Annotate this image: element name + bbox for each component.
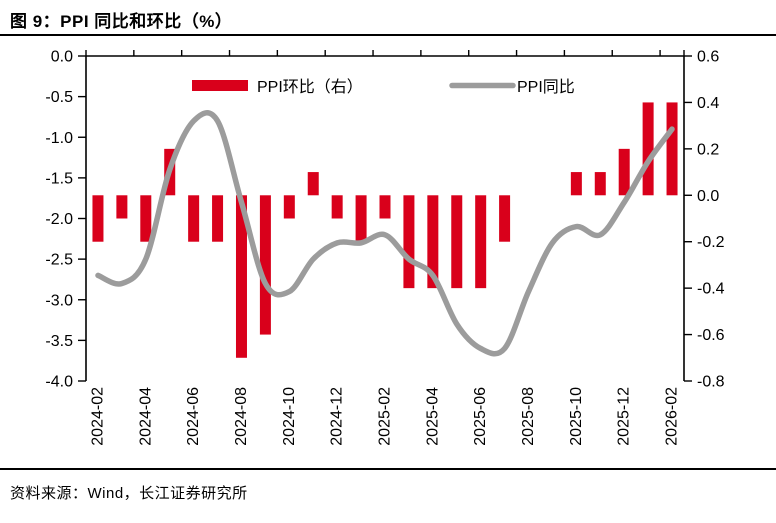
bar-2026-01 [642,102,654,196]
x-axis-tick-label: 2026-02 [664,387,681,446]
bar-2024-09 [259,195,271,335]
x-axis-tick-label: 2024-02 [89,387,106,446]
right-axis-tick-label: -0.8 [697,374,725,391]
bar-2025-03 [403,195,415,289]
x-axis-tick-label: 2025-12 [616,387,633,446]
figure-title: 图 9：PPI 同比和环比（%） [10,12,233,31]
right-axis-tick-label: 0.0 [697,188,719,205]
bar-2024-07 [212,195,224,242]
bar-2025-06 [475,195,487,289]
left-axis-tick-label: -4.0 [45,374,73,391]
ppi-combo-chart: 0.0 -0.5 -1.0 -1.5 -2.0 -2.5 -3.0 -3.5 -4.0 0.6 0.… [45,49,725,446]
left-axis-tick-label: -1.0 [45,130,73,147]
right-axis-tick-label: -0.6 [697,327,725,344]
right-axis-tick-label: 0.4 [697,95,719,112]
left-axis-tick-label: -2.0 [45,211,73,228]
right-axis-tick-label: 0.2 [697,141,719,158]
legend-swatch-bar [192,80,248,91]
left-axis-tick-label: -3.0 [45,292,73,309]
right-axis-tick-label: 0.6 [697,49,719,66]
x-axis-tick-label: 2024-10 [281,387,298,446]
x-axis-tick-label: 2024-08 [233,387,250,446]
legend-label-yoy: PPI同比 [517,78,575,96]
bar-2024-06 [188,195,200,242]
x-axis-tick-label: 2025-08 [520,387,537,446]
bar-2025-01 [355,195,367,242]
x-axis-tick-label: 2025-02 [377,387,394,446]
ppi-yoy-line [95,110,675,357]
bar-2024-03 [116,195,128,219]
chart-area: 0.0 -0.5 -1.0 -1.5 -2.0 -2.5 -3.0 -3.5 -4.0 0.6 0.… [0,40,776,468]
bar-2024-08 [235,195,247,358]
bar-2024-10 [283,195,295,219]
title-rule [0,34,776,36]
left-axis-tick-label: -3.5 [45,333,73,350]
x-axis-tick-label: 2025-04 [424,387,441,446]
bar-2025-04 [427,195,439,289]
bar-2025-12 [618,148,630,196]
bar-2025-11 [594,172,606,196]
right-axis-tick-label: -0.4 [697,281,725,298]
bar-2025-07 [499,195,511,242]
source-note: 资料来源：Wind，长江证券研究所 [10,485,248,502]
bar-2024-04 [140,195,152,242]
bar-2025-05 [451,195,463,289]
bar-2024-12 [331,195,343,219]
left-axis-tick-label: -0.5 [45,89,73,106]
right-axis-tick-label: -0.2 [697,234,725,251]
bar-2025-02 [379,195,391,219]
x-axis-tick-label: 2024-04 [137,387,154,446]
legend-label-mom: PPI环比（右） [257,78,363,96]
footer-rule [0,468,776,470]
left-axis-tick-label: -1.5 [45,170,73,187]
x-axis-tick-label: 2025-10 [568,387,585,446]
bar-2024-11 [307,172,319,196]
bar-2025-10 [570,172,582,196]
left-axis-tick-label: 0.0 [51,49,73,66]
x-axis-tick-label: 2025-06 [472,387,489,446]
x-axis-tick-label: 2024-12 [329,387,346,446]
left-axis-tick-label: -2.5 [45,252,73,269]
bar-2024-02 [92,195,104,242]
x-axis-tick-label: 2024-06 [185,387,202,446]
bar-2026-02 [666,102,678,196]
